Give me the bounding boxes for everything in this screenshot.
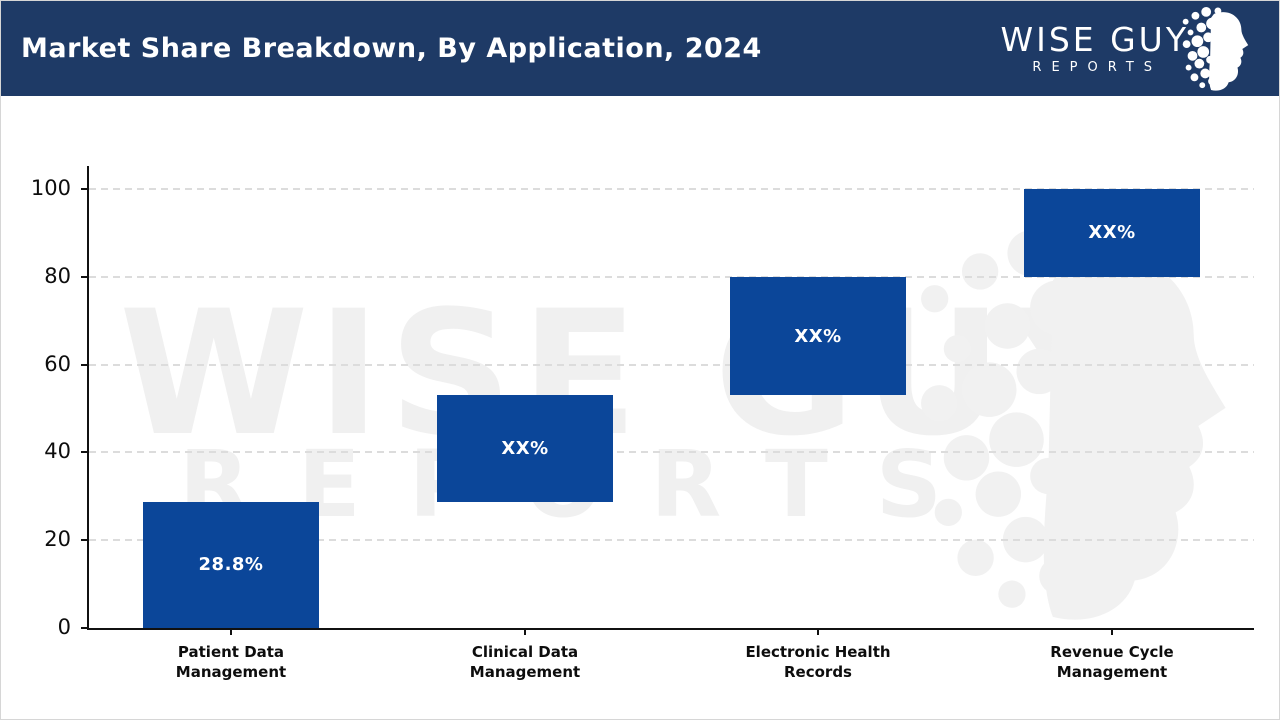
y-axis-tick-label: 100 [30, 176, 71, 200]
dotted-head-icon [1182, 6, 1249, 91]
gridline-20 [89, 539, 1254, 542]
bar-value-label: 28.8% [198, 554, 264, 576]
x-axis-line [87, 628, 1254, 630]
y-axis-tick-label: 60 [44, 351, 71, 376]
bar-value-label: XX% [1088, 222, 1136, 244]
y-axis-tick-label: 20 [44, 527, 71, 552]
bar-revenue-cycle-management: XX% [1024, 189, 1200, 277]
bar-clinical-data-management: XX% [437, 395, 613, 502]
bar-value-label: XX% [794, 325, 842, 347]
y-axis-tick [81, 188, 88, 190]
bar-patient-data-management: 28.8% [143, 501, 319, 628]
category-label-patient-data-management: Patient Data Management [175, 643, 287, 682]
x-axis-tick [230, 628, 232, 635]
logo-text: WISE GUY REPORTS [1000, 23, 1189, 75]
y-axis-tick-label: 40 [44, 439, 71, 464]
x-axis-tick [524, 628, 526, 635]
gridline-60 [89, 363, 1254, 366]
category-label-revenue-cycle-management: Revenue Cycle Management [1050, 643, 1174, 682]
bar-electronic-health-records: XX% [730, 276, 906, 396]
wise-guy-reports-logo: WISE GUY REPORTS [1000, 6, 1253, 92]
header-bar: Market Share Breakdown, By Application, … [1, 1, 1279, 96]
gridline-100 [89, 188, 1254, 190]
category-label-clinical-data-management: Clinical Data Management [469, 643, 581, 682]
logo-wordmark: WISE GUY [1000, 19, 1189, 59]
y-axis-tick [81, 451, 88, 454]
bar-value-label: XX% [501, 437, 549, 459]
y-axis-tick [81, 539, 88, 542]
category-label-electronic-health-records: Electronic Health Records [745, 643, 891, 682]
gridline-40 [89, 451, 1254, 454]
y-axis-tick-label: 0 [57, 615, 71, 639]
y-axis-tick-label: 80 [44, 263, 71, 288]
logo-subtitle: REPORTS [1032, 59, 1163, 75]
y-axis-tick [81, 275, 88, 278]
y-axis-tick [81, 363, 88, 366]
x-axis-tick [817, 628, 819, 635]
y-axis-line [87, 166, 89, 628]
gridline-80 [89, 275, 1254, 278]
x-axis-tick [1111, 628, 1113, 635]
y-axis-tick [81, 627, 88, 629]
page-title: Market Share Breakdown, By Application, … [21, 33, 762, 64]
